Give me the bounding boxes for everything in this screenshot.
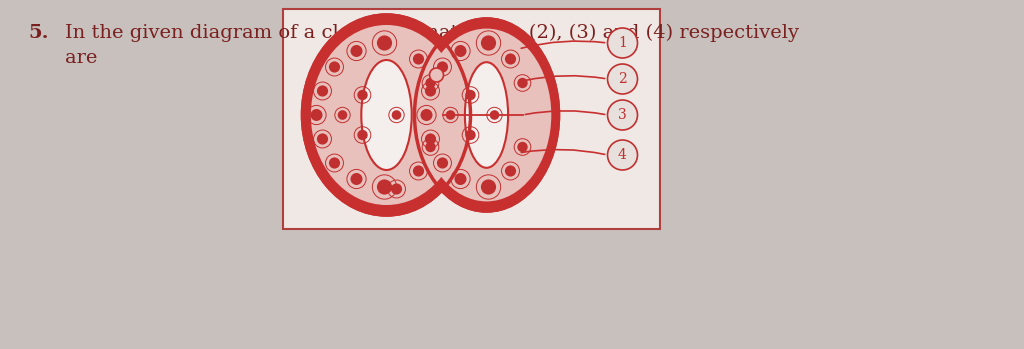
Text: are: are	[65, 49, 97, 67]
Ellipse shape	[429, 68, 443, 82]
Ellipse shape	[489, 110, 500, 120]
Ellipse shape	[422, 29, 551, 201]
Ellipse shape	[302, 15, 470, 215]
Ellipse shape	[316, 133, 328, 144]
Ellipse shape	[377, 35, 392, 51]
Ellipse shape	[425, 133, 436, 144]
Text: In the given diagram of a closed stomata : (1), (2), (3) and (4) respectively: In the given diagram of a closed stomata…	[65, 24, 799, 42]
Text: 2: 2	[618, 72, 627, 86]
Ellipse shape	[338, 110, 347, 120]
Ellipse shape	[392, 110, 401, 120]
Ellipse shape	[481, 179, 496, 195]
Ellipse shape	[316, 86, 328, 97]
Ellipse shape	[465, 130, 476, 140]
Ellipse shape	[310, 109, 323, 121]
Ellipse shape	[361, 60, 412, 170]
Ellipse shape	[437, 61, 449, 73]
Ellipse shape	[465, 90, 476, 100]
Ellipse shape	[505, 165, 516, 177]
Ellipse shape	[455, 173, 467, 185]
Ellipse shape	[329, 61, 340, 73]
Ellipse shape	[377, 179, 392, 195]
Ellipse shape	[607, 100, 638, 130]
Ellipse shape	[421, 109, 432, 121]
Ellipse shape	[455, 45, 467, 57]
Ellipse shape	[425, 78, 435, 88]
Text: 5.: 5.	[28, 24, 48, 42]
Bar	[283, 9, 660, 229]
Text: 1: 1	[618, 36, 627, 50]
Text: 4: 4	[618, 148, 627, 162]
Text: 3: 3	[618, 108, 627, 122]
Ellipse shape	[607, 140, 638, 170]
Ellipse shape	[465, 62, 508, 168]
Ellipse shape	[413, 53, 424, 65]
Ellipse shape	[311, 25, 462, 205]
Ellipse shape	[350, 173, 362, 185]
Ellipse shape	[607, 28, 638, 58]
Ellipse shape	[425, 142, 435, 152]
Ellipse shape	[505, 53, 516, 65]
Ellipse shape	[517, 142, 527, 152]
Ellipse shape	[415, 19, 558, 211]
Ellipse shape	[391, 184, 402, 195]
Ellipse shape	[445, 110, 456, 120]
Ellipse shape	[329, 157, 340, 169]
Ellipse shape	[607, 64, 638, 94]
Ellipse shape	[425, 86, 436, 97]
Ellipse shape	[437, 157, 449, 169]
Ellipse shape	[481, 35, 496, 51]
Ellipse shape	[357, 130, 368, 140]
Ellipse shape	[350, 45, 362, 57]
Ellipse shape	[357, 90, 368, 100]
Ellipse shape	[517, 78, 527, 88]
Ellipse shape	[413, 165, 424, 177]
